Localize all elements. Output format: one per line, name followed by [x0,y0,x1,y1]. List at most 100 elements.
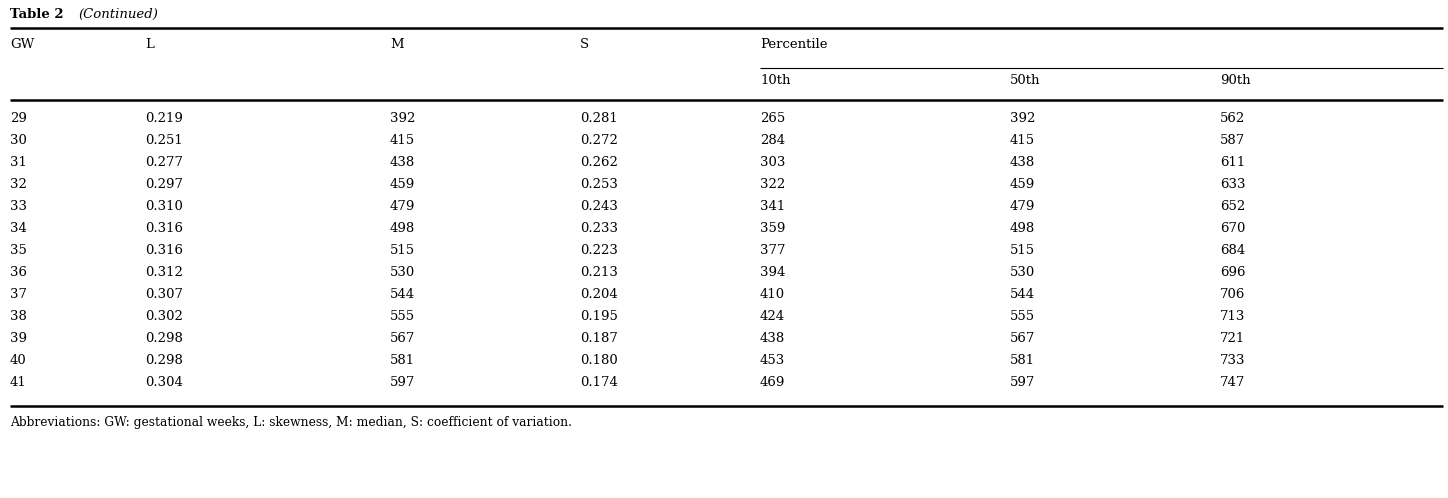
Text: 394: 394 [760,266,785,279]
Text: S: S [581,38,589,51]
Text: 438: 438 [390,156,416,169]
Text: 424: 424 [760,310,785,323]
Text: 459: 459 [390,178,416,191]
Text: 581: 581 [390,354,416,367]
Text: 38: 38 [10,310,28,323]
Text: 377: 377 [760,244,785,257]
Text: 32: 32 [10,178,28,191]
Text: 555: 555 [1011,310,1035,323]
Text: 459: 459 [1011,178,1035,191]
Text: 29: 29 [10,112,28,125]
Text: 438: 438 [760,332,785,345]
Text: 0.233: 0.233 [581,222,618,235]
Text: 0.213: 0.213 [581,266,618,279]
Text: 0.187: 0.187 [581,332,618,345]
Text: 35: 35 [10,244,28,257]
Text: 31: 31 [10,156,28,169]
Text: Table 2: Table 2 [10,8,64,21]
Text: 0.223: 0.223 [581,244,618,257]
Text: 0.316: 0.316 [145,244,182,257]
Text: L: L [145,38,153,51]
Text: 530: 530 [1011,266,1035,279]
Text: 50th: 50th [1011,74,1041,87]
Text: 0.298: 0.298 [145,332,182,345]
Text: 415: 415 [390,134,416,147]
Text: 40: 40 [10,354,26,367]
Text: 0.219: 0.219 [145,112,182,125]
Text: 0.195: 0.195 [581,310,618,323]
Text: 37: 37 [10,288,28,301]
Text: 392: 392 [390,112,416,125]
Text: 36: 36 [10,266,28,279]
Text: 0.312: 0.312 [145,266,182,279]
Text: M: M [390,38,404,51]
Text: 544: 544 [390,288,416,301]
Text: 747: 747 [1221,376,1245,389]
Text: 713: 713 [1221,310,1245,323]
Text: 33: 33 [10,200,28,213]
Text: 587: 587 [1221,134,1245,147]
Text: 611: 611 [1221,156,1245,169]
Text: 696: 696 [1221,266,1245,279]
Text: 0.310: 0.310 [145,200,182,213]
Text: 284: 284 [760,134,785,147]
Text: 39: 39 [10,332,28,345]
Text: 706: 706 [1221,288,1245,301]
Text: 0.174: 0.174 [581,376,618,389]
Text: 0.307: 0.307 [145,288,182,301]
Text: (Continued): (Continued) [78,8,158,21]
Text: 567: 567 [390,332,416,345]
Text: GW: GW [10,38,35,51]
Text: 652: 652 [1221,200,1245,213]
Text: 498: 498 [390,222,416,235]
Text: 34: 34 [10,222,28,235]
Text: 41: 41 [10,376,26,389]
Text: 684: 684 [1221,244,1245,257]
Text: 515: 515 [390,244,416,257]
Text: 0.277: 0.277 [145,156,182,169]
Text: 469: 469 [760,376,785,389]
Text: 0.262: 0.262 [581,156,618,169]
Text: 530: 530 [390,266,416,279]
Text: 479: 479 [1011,200,1035,213]
Text: 544: 544 [1011,288,1035,301]
Text: 597: 597 [390,376,416,389]
Text: 322: 322 [760,178,785,191]
Text: 10th: 10th [760,74,791,87]
Text: 562: 562 [1221,112,1245,125]
Text: Abbreviations: GW: gestational weeks, L: skewness, M: median, S: coefficient of : Abbreviations: GW: gestational weeks, L:… [10,416,572,429]
Text: 0.297: 0.297 [145,178,182,191]
Text: 555: 555 [390,310,416,323]
Text: 359: 359 [760,222,785,235]
Text: 265: 265 [760,112,785,125]
Text: 515: 515 [1011,244,1035,257]
Text: 341: 341 [760,200,785,213]
Text: 392: 392 [1011,112,1035,125]
Text: 438: 438 [1011,156,1035,169]
Text: 0.243: 0.243 [581,200,618,213]
Text: Percentile: Percentile [760,38,827,51]
Text: 0.251: 0.251 [145,134,182,147]
Text: 0.253: 0.253 [581,178,618,191]
Text: 0.316: 0.316 [145,222,182,235]
Text: 733: 733 [1221,354,1245,367]
Text: 0.272: 0.272 [581,134,618,147]
Text: 0.180: 0.180 [581,354,618,367]
Text: 479: 479 [390,200,416,213]
Text: 498: 498 [1011,222,1035,235]
Text: 30: 30 [10,134,28,147]
Text: 0.302: 0.302 [145,310,182,323]
Text: 567: 567 [1011,332,1035,345]
Text: 0.304: 0.304 [145,376,182,389]
Text: 633: 633 [1221,178,1245,191]
Text: 721: 721 [1221,332,1245,345]
Text: 303: 303 [760,156,785,169]
Text: 597: 597 [1011,376,1035,389]
Text: 410: 410 [760,288,785,301]
Text: 415: 415 [1011,134,1035,147]
Text: 453: 453 [760,354,785,367]
Text: 0.281: 0.281 [581,112,618,125]
Text: 670: 670 [1221,222,1245,235]
Text: 90th: 90th [1221,74,1251,87]
Text: 0.204: 0.204 [581,288,618,301]
